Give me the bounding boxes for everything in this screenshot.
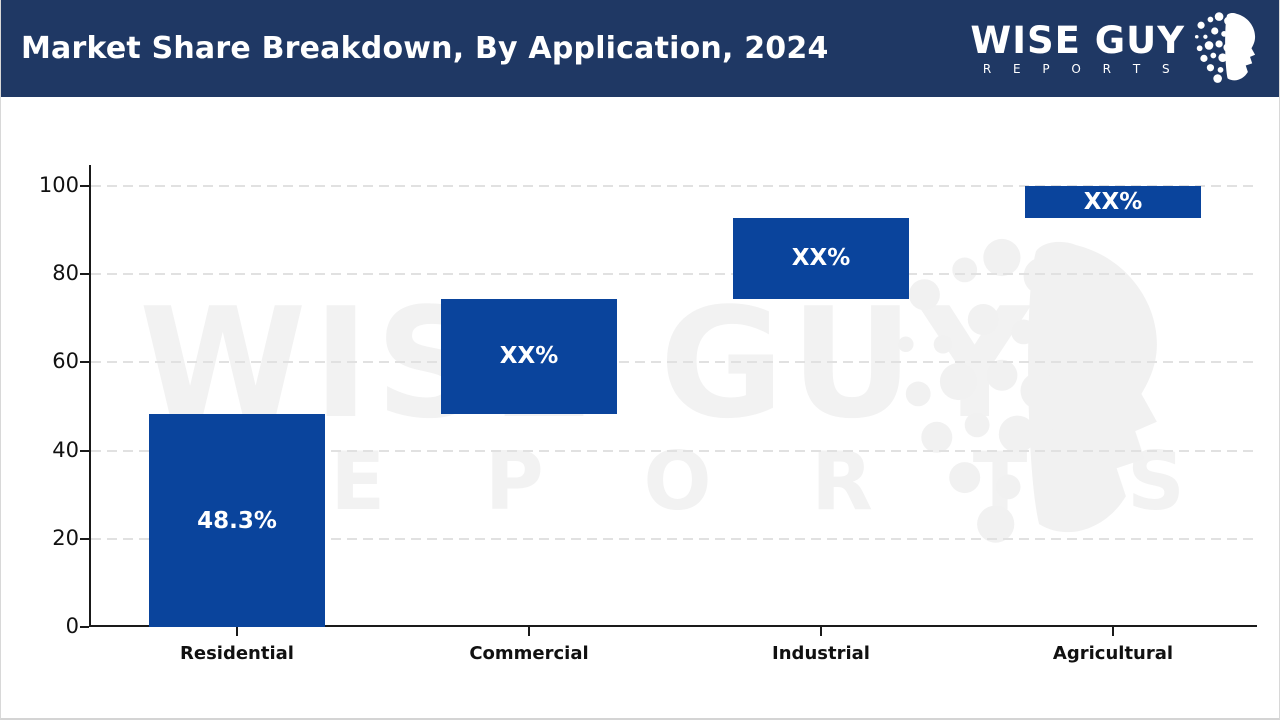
y-tick-mark-40: [80, 449, 89, 452]
logo-face-icon: [1194, 11, 1256, 83]
y-tick-mark-80: [80, 273, 89, 276]
x-tick-label-industrial: Industrial: [772, 643, 870, 664]
watermark-face-icon: [898, 238, 1157, 543]
y-tick-mark-60: [80, 361, 89, 364]
chart-canvas: WISE GUY R E P O R T S 0 20 40 60 80 100 48.3%…: [1, 97, 1279, 718]
y-tick-label-20: 20: [52, 525, 79, 550]
bar-industrial: XX%: [733, 217, 909, 299]
bar-commercial: XX%: [441, 298, 617, 415]
plot-area: 0 20 40 60 80 100 48.3% Residential XX% Commercia…: [39, 165, 1257, 664]
gridline-100: [91, 185, 1257, 188]
x-tick-mark-industrial: [820, 627, 822, 636]
x-tick-mark-commercial: [528, 627, 530, 636]
y-tick-mark-100: [80, 185, 89, 188]
x-tick-label-agricultural: Agricultural: [1052, 643, 1174, 664]
gridline-20: [91, 537, 1257, 540]
bar-value-label-commercial: XX%: [499, 343, 559, 370]
y-tick-mark-0: [80, 626, 89, 628]
logo-text-wiseguy: WISE GUY: [970, 19, 1185, 62]
header-bar: Market Share Breakdown, By Application, …: [1, 0, 1279, 97]
gridline-40: [91, 449, 1257, 452]
y-tick-label-80: 80: [52, 261, 79, 286]
bar-residential: 48.3%: [149, 414, 325, 627]
gridline-60: [91, 361, 1257, 364]
bar-value-label-agricultural: XX%: [1083, 189, 1143, 216]
chart-title: Market Share Breakdown, By Application, …: [21, 31, 829, 66]
y-tick-mark-20: [80, 537, 89, 540]
bar-agricultural: XX%: [1025, 186, 1201, 218]
x-tick-label-commercial: Commercial: [469, 643, 589, 664]
logo-text-reports: R E P O R T S: [982, 62, 1179, 76]
x-tick-mark-residential: [236, 627, 238, 636]
x-tick-mark-agricultural: [1112, 627, 1114, 636]
wise-guy-logo: WISE GUY R E P O R T S: [970, 9, 1263, 89]
bar-value-label-residential: 48.3%: [197, 507, 277, 534]
y-tick-label-0: 0: [65, 614, 79, 638]
y-tick-label-60: 60: [52, 349, 79, 374]
bar-value-label-industrial: XX%: [791, 245, 851, 272]
y-tick-label-100: 100: [38, 173, 79, 198]
gridline-80: [91, 273, 1257, 276]
logo-wordmark: WISE GUY R E P O R T S: [970, 22, 1185, 75]
y-tick-label-40: 40: [52, 437, 79, 462]
x-tick-label-residential: Residential: [180, 643, 294, 664]
